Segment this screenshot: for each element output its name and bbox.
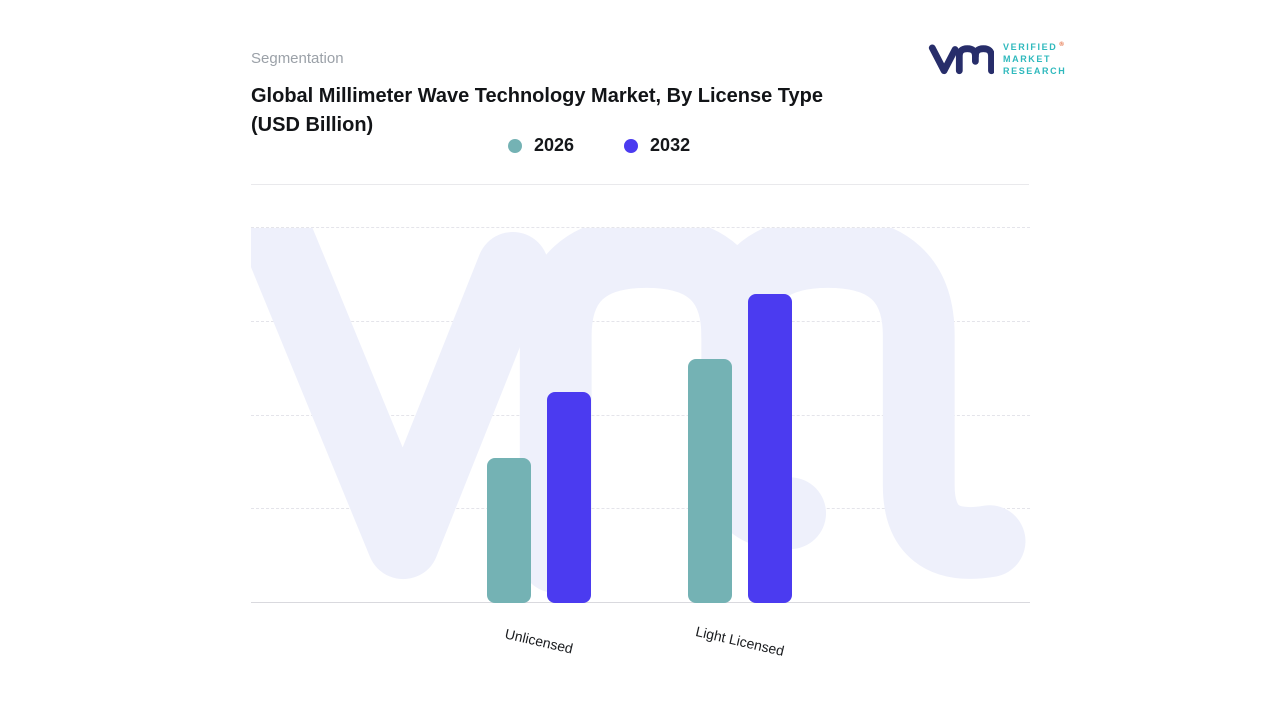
vmr-logo: VERIFIED ® MARKET RESEARCH bbox=[928, 38, 1066, 78]
logo-word-verified: VERIFIED bbox=[1003, 42, 1058, 52]
vmr-watermark-icon bbox=[251, 228, 1026, 594]
chart-title-line2: (USD Billion) bbox=[251, 114, 374, 136]
gridline bbox=[251, 508, 1030, 510]
bar-unlicensed-2026 bbox=[487, 458, 531, 603]
legend-label-2032: 2032 bbox=[650, 135, 691, 155]
section-label: Segmentation bbox=[251, 50, 344, 67]
chart-title: Global Millimeter Wave Technology Market… bbox=[251, 82, 971, 140]
chart-title-line1: Global Millimeter Wave Technology Market… bbox=[251, 85, 824, 107]
bar-unlicensed-2032 bbox=[547, 392, 591, 603]
legend-label-2026: 2026 bbox=[534, 135, 575, 155]
bar-light-licensed-2026 bbox=[688, 359, 732, 603]
vmr-logo-mark-icon bbox=[928, 44, 994, 75]
vmr-logo-text: VERIFIED ® MARKET RESEARCH bbox=[1003, 39, 1066, 77]
logo-line-market: MARKET bbox=[1003, 54, 1052, 64]
logo-line-verified: VERIFIED ® bbox=[1003, 39, 1066, 53]
chart-legend: 2026 2032 bbox=[508, 135, 690, 156]
legend-item-2032: 2032 bbox=[624, 135, 690, 156]
x-axis-baseline bbox=[251, 602, 1030, 603]
logo-line-research: RESEARCH bbox=[1003, 66, 1067, 76]
x-axis-label-light-licensed: Light Licensed bbox=[694, 623, 786, 659]
x-axis-label-unlicensed: Unlicensed bbox=[503, 625, 575, 657]
registered-mark: ® bbox=[1059, 42, 1064, 48]
legend-swatch-2026-icon bbox=[508, 138, 522, 153]
legend-item-2026: 2026 bbox=[508, 135, 574, 156]
gridline bbox=[251, 320, 1030, 322]
bar-light-licensed-2032 bbox=[748, 294, 792, 603]
legend-swatch-2032-icon bbox=[624, 138, 639, 153]
gridline bbox=[251, 414, 1030, 416]
header-divider bbox=[251, 184, 1029, 185]
bar-chart: Unlicensed Light Licensed bbox=[251, 227, 1030, 659]
